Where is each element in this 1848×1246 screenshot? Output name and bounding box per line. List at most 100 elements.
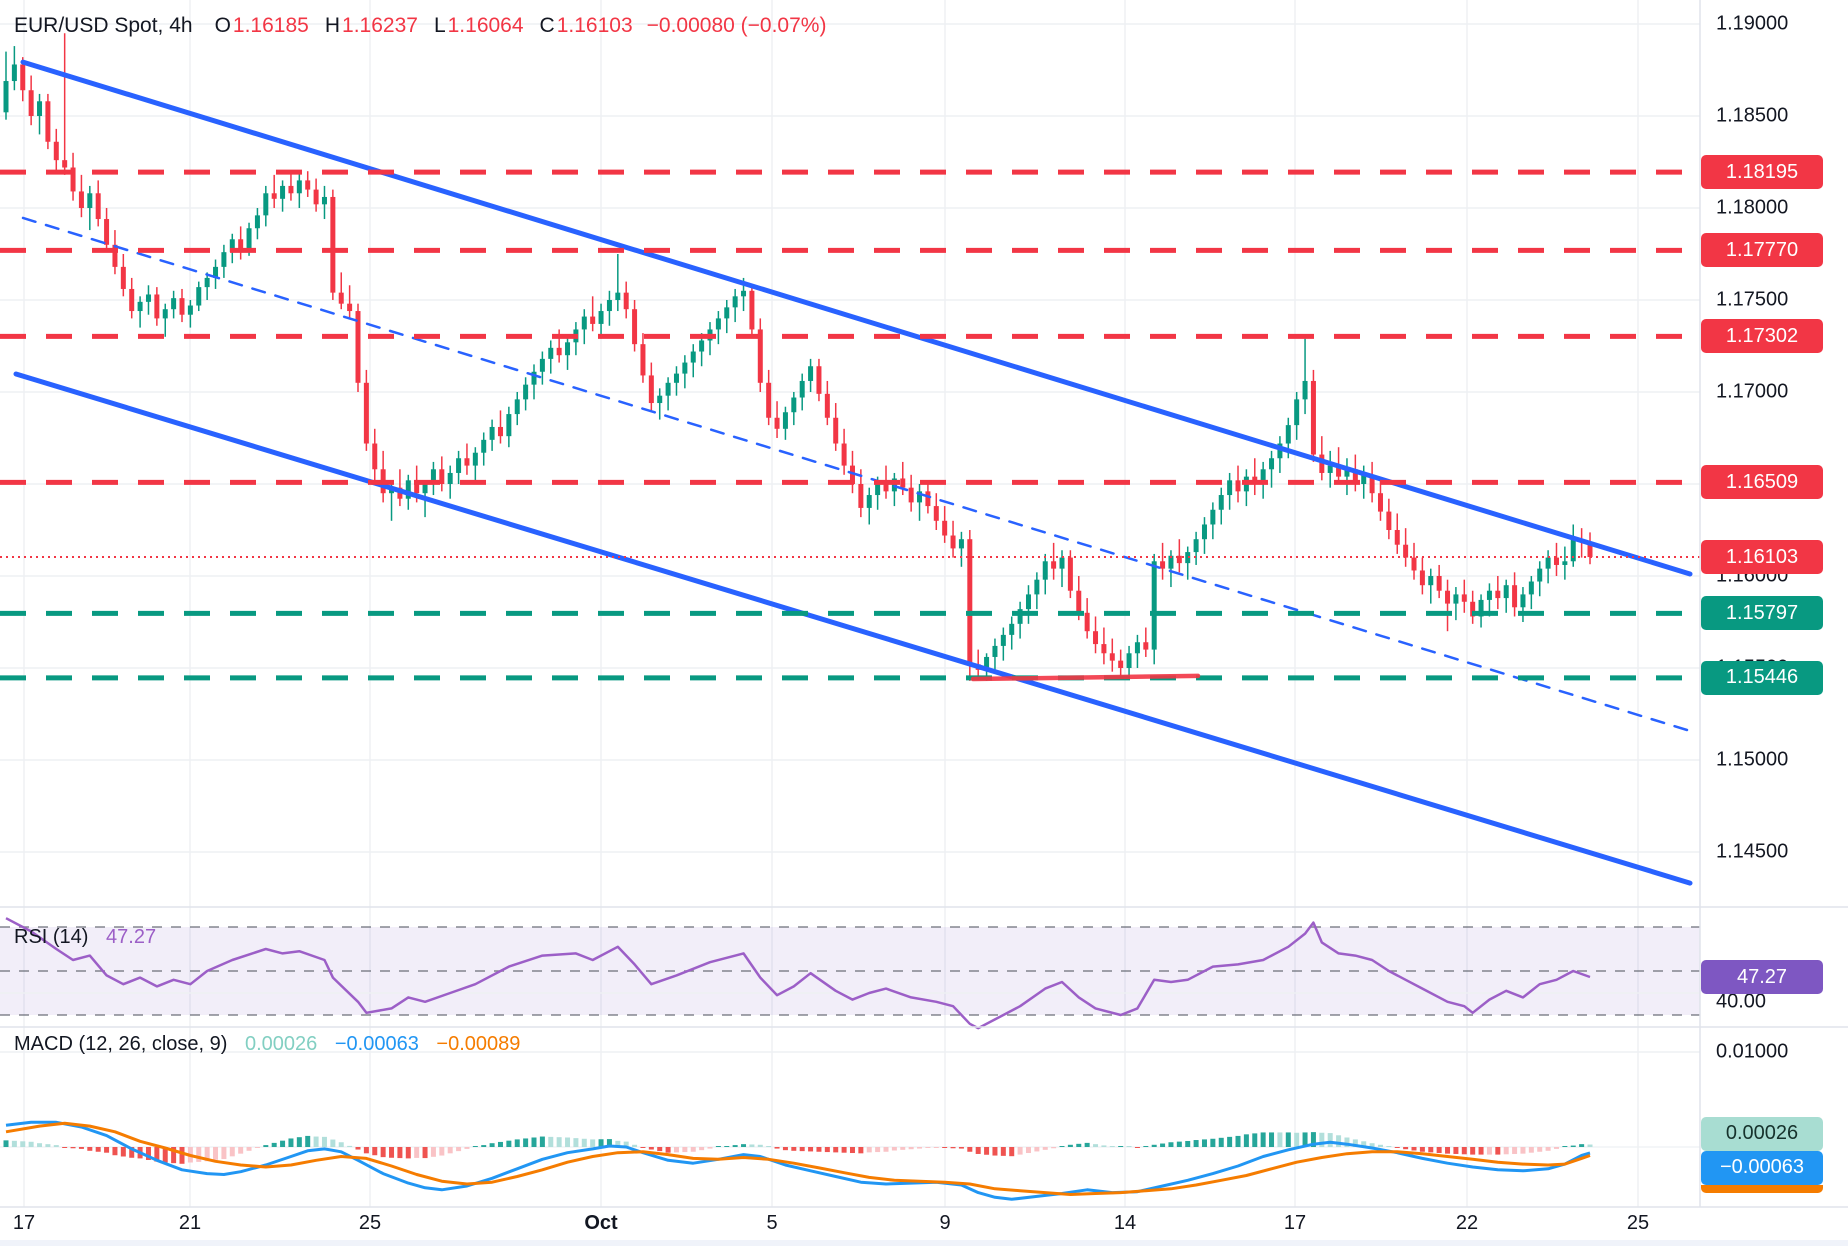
- candle-body: [171, 298, 177, 310]
- channel-lower-line[interactable]: [13, 371, 1693, 886]
- candle-body: [799, 380, 805, 398]
- macd-histogram-bar: [1269, 1132, 1275, 1147]
- time-tick-label: 9: [939, 1212, 951, 1234]
- candle-body: [1403, 544, 1409, 558]
- macd-histogram-bar: [280, 1140, 286, 1147]
- candle-body: [422, 484, 428, 494]
- price-pane[interactable]: [3, 33, 1593, 681]
- candle-body: [883, 484, 889, 492]
- low-value: 1.16064: [447, 14, 524, 37]
- candle-body: [623, 292, 629, 310]
- macd-legend: MACD (12, 26, close, 9) 0.00026 −0.00063…: [14, 1033, 520, 1056]
- macd-histogram-bar: [648, 1147, 654, 1150]
- close-value: 1.16103: [556, 14, 633, 37]
- macd-histogram-bar: [1537, 1147, 1543, 1152]
- candle-body: [531, 371, 537, 385]
- macd-histogram-bar: [958, 1147, 964, 1149]
- candle-body: [497, 426, 503, 437]
- macd-histogram-bar: [238, 1147, 244, 1154]
- macd-histogram-bar: [389, 1147, 395, 1158]
- macd-histogram-bar: [104, 1147, 110, 1153]
- candle-body: [405, 480, 411, 499]
- macd-histogram-bar: [1277, 1132, 1283, 1147]
- macd-histogram-bar: [179, 1147, 185, 1164]
- macd-histogram-bar: [1260, 1132, 1266, 1147]
- macd-histogram-bar: [254, 1147, 260, 1148]
- macd-histogram-bar: [1512, 1147, 1518, 1154]
- macd-histogram-bar: [288, 1138, 294, 1147]
- macd-hist-value: 0.00026: [244, 1033, 318, 1055]
- candle-body: [53, 141, 59, 161]
- macd-histogram-bar: [841, 1147, 847, 1153]
- channel-middle-line[interactable]: [21, 216, 1692, 733]
- macd-histogram-bar: [615, 1140, 621, 1147]
- macd-histogram-bar: [883, 1147, 889, 1152]
- macd-histogram-bar: [782, 1147, 788, 1151]
- macd-histogram-bar: [1377, 1144, 1383, 1147]
- candle-body: [1168, 555, 1174, 569]
- macd-histogram-bar: [1562, 1146, 1568, 1147]
- macd-histogram-bar: [1227, 1136, 1233, 1147]
- macd-histogram-bar: [1210, 1138, 1216, 1147]
- macd-histogram-bar: [162, 1147, 168, 1163]
- macd-histogram-bar: [145, 1147, 151, 1160]
- channel-upper-line[interactable]: [20, 59, 1693, 577]
- candle-body: [1570, 539, 1576, 562]
- time-tick-label: 22: [1455, 1212, 1479, 1234]
- macd-histogram-bar: [221, 1147, 227, 1160]
- macd-histogram-bar: [439, 1147, 445, 1156]
- macd-histogram-bar: [1587, 1144, 1593, 1147]
- macd-histogram-bar: [154, 1147, 160, 1162]
- candle-body: [229, 239, 235, 253]
- candle-body: [45, 101, 51, 142]
- high-value: 1.16237: [342, 14, 418, 37]
- candle-body: [984, 656, 990, 670]
- macd-histogram-bar: [1134, 1147, 1140, 1148]
- candle-body: [1067, 557, 1073, 591]
- macd-histogram-bar: [497, 1141, 503, 1147]
- candle-body: [1495, 590, 1501, 599]
- macd-histogram-bar: [523, 1138, 529, 1147]
- candle-body: [196, 287, 202, 306]
- macd-histogram-bar: [539, 1136, 545, 1147]
- time-tick-label: 25: [1626, 1212, 1650, 1234]
- candle-body: [154, 294, 160, 319]
- macd-histogram-bar: [1160, 1143, 1166, 1147]
- rsi-pane[interactable]: [0, 917, 1700, 1030]
- macd-histogram-bar: [875, 1147, 881, 1153]
- candle-body: [632, 309, 638, 345]
- candle-body: [87, 193, 93, 208]
- macd-histogram-bar: [112, 1147, 118, 1156]
- macd-histogram-bar: [573, 1138, 579, 1147]
- macd-histogram-bar: [397, 1147, 403, 1159]
- candle-body: [565, 342, 571, 356]
- candle-body: [78, 191, 84, 208]
- macd-pane[interactable]: [0, 1051, 1700, 1201]
- macd-histogram-bar: [1168, 1142, 1174, 1147]
- candle-body: [791, 397, 797, 413]
- macd-histogram-bar: [1243, 1134, 1249, 1147]
- macd-histogram-bar: [430, 1147, 436, 1157]
- candle-body: [1101, 644, 1107, 654]
- macd-histogram-bar: [372, 1147, 378, 1156]
- candle-body: [280, 185, 286, 199]
- candle-body: [866, 495, 872, 508]
- macd-histogram-bar: [1553, 1147, 1559, 1149]
- macd-histogram-bar: [1109, 1146, 1115, 1147]
- macd-histogram-bar: [506, 1140, 512, 1147]
- candle-body: [741, 290, 747, 297]
- candle-body: [514, 399, 520, 415]
- macd-histogram-bar: [565, 1137, 571, 1147]
- double-bottom-trendline[interactable]: [970, 673, 1201, 682]
- macd-histogram-bar: [3, 1140, 9, 1147]
- macd-histogram-bar: [20, 1141, 26, 1147]
- candle-body: [1201, 524, 1207, 540]
- candle-body: [179, 298, 185, 315]
- candle-body: [1269, 458, 1275, 470]
- time-tick-label: 21: [178, 1212, 202, 1234]
- macd-histogram-bar: [891, 1147, 897, 1151]
- candle-body: [539, 358, 545, 372]
- macd-histogram-bar: [171, 1147, 177, 1164]
- macd-histogram-bar: [849, 1147, 855, 1154]
